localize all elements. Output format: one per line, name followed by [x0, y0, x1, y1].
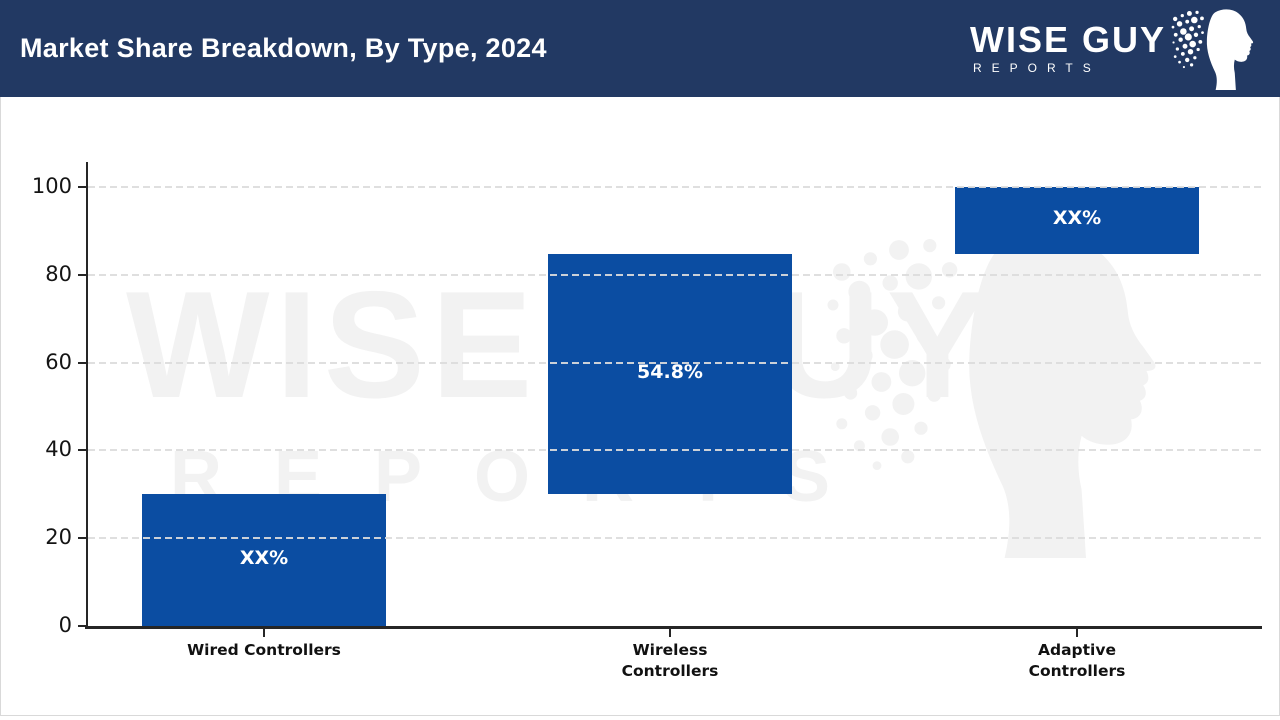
bar-value-label: XX% [239, 547, 289, 570]
y-tick-label: 100 [31, 174, 72, 198]
page-title: Market Share Breakdown, By Type, 2024 [20, 33, 547, 63]
x-tick-mark [263, 629, 265, 637]
y-tick-mark [78, 625, 86, 627]
wiseguy-head-icon [1170, 8, 1258, 90]
y-tick-mark [78, 537, 86, 540]
header-bar: Market Share Breakdown, By Type, 2024 WI… [0, 0, 1280, 97]
y-axis-line [86, 162, 88, 629]
bar-segment [548, 253, 792, 495]
logo-wordmark: WISE GUY REPORTS [969, 19, 1166, 76]
gridline [88, 361, 1262, 364]
bar-value-label: XX% [1052, 207, 1102, 230]
y-tick-mark [78, 361, 86, 364]
y-tick-label: 80 [45, 261, 72, 286]
y-tick-mark [78, 273, 86, 276]
y-tick-mark [78, 449, 86, 452]
logo-wordmark-main: WISE GUY [969, 19, 1166, 60]
category-label: Wireless Controllers [621, 641, 719, 680]
y-tick-label: 20 [45, 525, 72, 550]
gridline [88, 273, 1262, 276]
gridline [88, 449, 1262, 452]
brand-logo: WISE GUY REPORTS [970, 8, 1258, 90]
bar-value-label: 54.8% [637, 361, 703, 383]
logo-wordmark-sub: REPORTS [972, 61, 1101, 75]
bar-segment [142, 494, 386, 626]
y-tick-label: 40 [45, 437, 72, 462]
x-tick-mark [1076, 629, 1078, 637]
x-axis-line [85, 626, 1262, 629]
x-tick-mark [669, 629, 671, 637]
gridline [88, 537, 1262, 540]
y-tick-label: 0 [58, 613, 72, 637]
category-label: Adaptive Controllers [1028, 641, 1126, 680]
gridline [88, 186, 1262, 188]
y-tick-label: 60 [45, 349, 72, 374]
y-tick-mark [78, 186, 86, 188]
bar-segment [955, 187, 1199, 254]
category-label: Wired Controllers [187, 641, 341, 659]
